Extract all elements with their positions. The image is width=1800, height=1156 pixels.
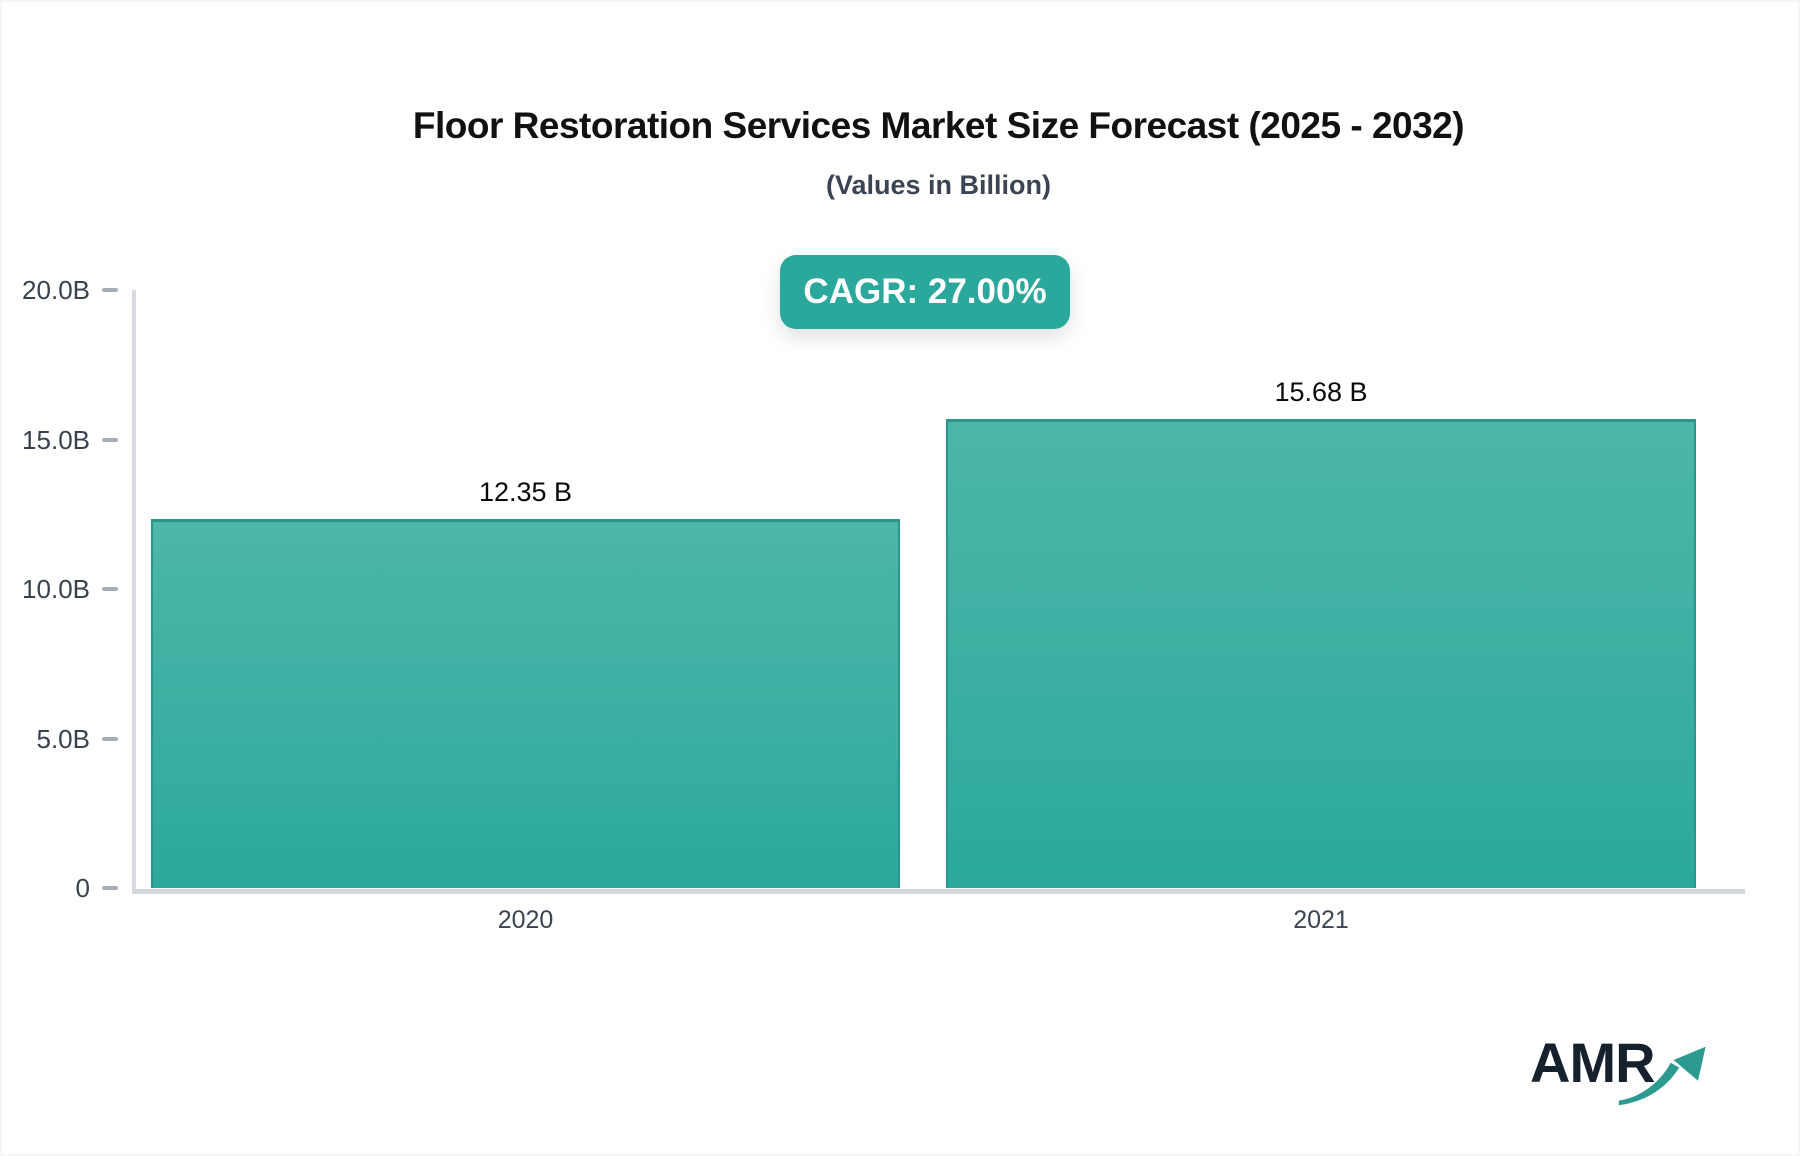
y-tick-label: 0 — [75, 873, 90, 903]
y-tick: 20.0B — [2, 277, 132, 303]
y-tick-mark — [102, 437, 118, 442]
y-tick-mark — [102, 288, 118, 292]
amr-logo-text: AMR — [1530, 1031, 1656, 1094]
y-tick-mark — [102, 736, 118, 741]
cagr-badge: CAGR: 27.00% — [780, 255, 1070, 329]
y-tick-label: 5.0B — [36, 723, 91, 754]
trend-up-arrow-icon — [1618, 1046, 1706, 1106]
bar-2021[interactable] — [946, 419, 1696, 888]
y-tick-label: 20.0B — [22, 275, 90, 305]
y-tick: 5.0B — [2, 726, 132, 752]
bar-value-label: 15.68 B — [1274, 377, 1368, 408]
chart-title: Floor Restoration Services Market Size F… — [412, 105, 1465, 146]
x-axis-label: 2020 — [497, 906, 554, 934]
chart-subtitle: (Values in Billion) — [825, 170, 1052, 200]
y-tick-label: 15.0B — [22, 424, 90, 455]
amr-logo: AMR — [1530, 1035, 1720, 1115]
y-tick: 15.0B — [2, 427, 132, 453]
y-tick: 0 — [2, 875, 132, 901]
x-axis-label: 2021 — [1293, 906, 1349, 934]
y-tick-mark — [102, 886, 118, 890]
y-axis-line — [132, 290, 136, 893]
x-axis-line — [132, 889, 1745, 894]
bar-2020[interactable] — [151, 518, 900, 888]
y-tick-label: 10.0B — [22, 574, 90, 604]
cagr-badge-label: CAGR: 27.00% — [803, 272, 1047, 311]
bar-value-label: 12.35 B — [478, 476, 573, 507]
y-tick-mark — [102, 587, 118, 591]
y-tick: 10.0B — [2, 576, 132, 602]
